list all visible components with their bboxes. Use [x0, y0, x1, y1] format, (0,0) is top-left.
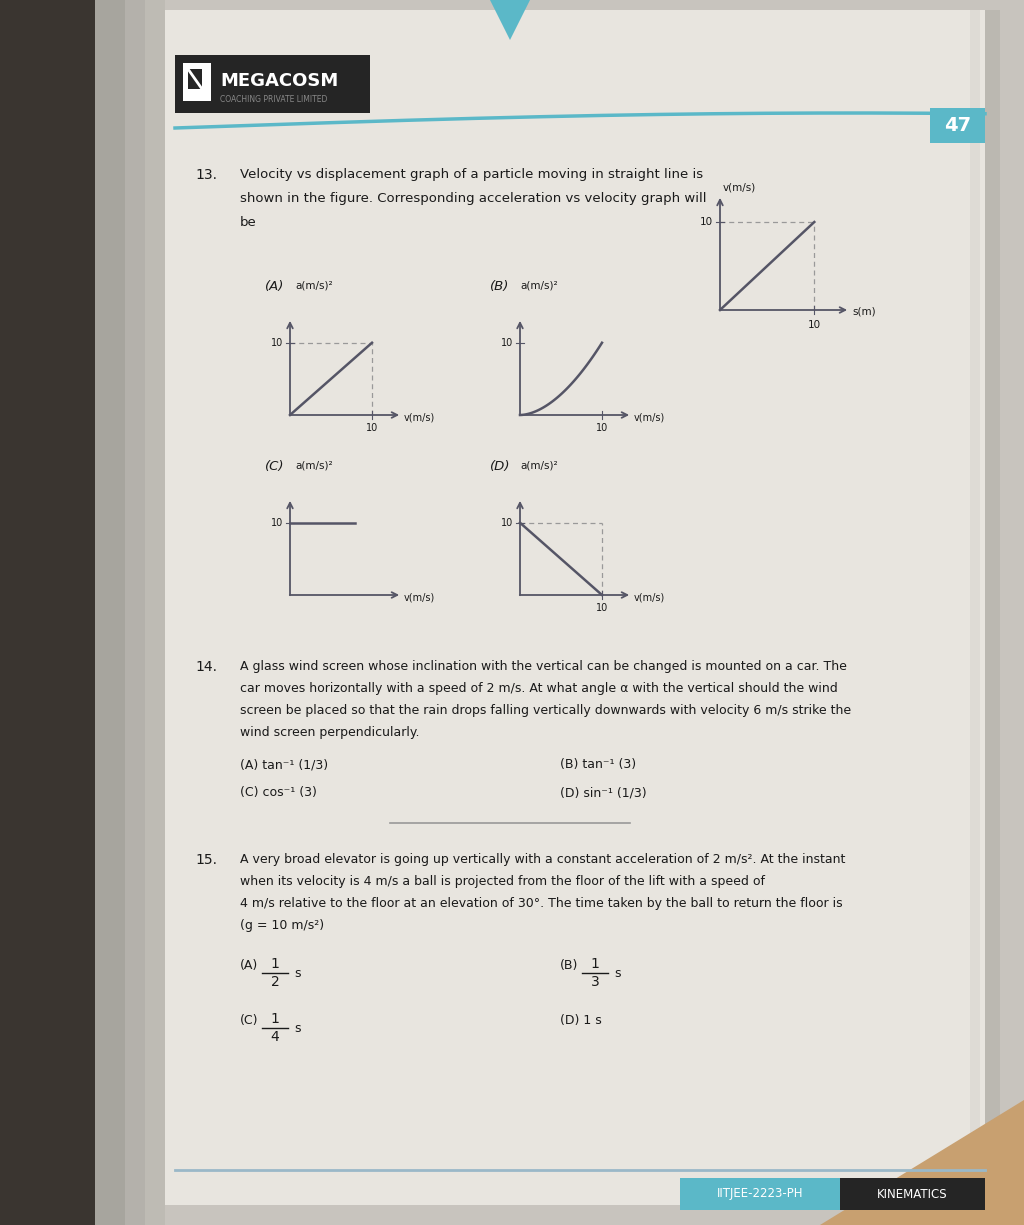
Text: 10: 10	[808, 320, 821, 330]
Text: screen be placed so that the rain drops falling vertically downwards with veloci: screen be placed so that the rain drops …	[240, 704, 851, 717]
FancyBboxPatch shape	[680, 1178, 840, 1210]
Text: s(m): s(m)	[852, 307, 876, 317]
Text: 10: 10	[270, 338, 283, 348]
Text: wind screen perpendicularly.: wind screen perpendicularly.	[240, 726, 420, 739]
Text: a(m/s)²: a(m/s)²	[295, 461, 333, 470]
Text: Velocity vs displacement graph of a particle moving in straight line is: Velocity vs displacement graph of a part…	[240, 168, 703, 181]
Text: A very broad elevator is going up vertically with a constant acceleration of 2 m: A very broad elevator is going up vertic…	[240, 853, 846, 866]
Text: a(m/s)²: a(m/s)²	[520, 281, 558, 290]
Text: v(m/s): v(m/s)	[634, 412, 666, 421]
Text: 4: 4	[270, 1030, 280, 1044]
Text: MEGACOSM: MEGACOSM	[220, 72, 338, 89]
Text: 1: 1	[270, 1012, 280, 1027]
Text: (g = 10 m/s²): (g = 10 m/s²)	[240, 919, 325, 932]
Text: (B) tan⁻¹ (3): (B) tan⁻¹ (3)	[560, 758, 636, 771]
FancyBboxPatch shape	[930, 108, 985, 143]
Text: 10: 10	[699, 217, 713, 227]
FancyBboxPatch shape	[183, 62, 211, 100]
Text: (D) 1 s: (D) 1 s	[560, 1014, 602, 1027]
FancyBboxPatch shape	[95, 0, 125, 1225]
Text: 10: 10	[596, 603, 608, 612]
Text: v(m/s): v(m/s)	[404, 412, 435, 421]
Text: IITJEE-2223-PH: IITJEE-2223-PH	[717, 1187, 803, 1200]
Text: 10: 10	[270, 518, 283, 528]
Text: (A): (A)	[240, 959, 258, 971]
Text: v(m/s): v(m/s)	[404, 592, 435, 601]
FancyBboxPatch shape	[145, 0, 165, 1225]
Text: be: be	[240, 216, 257, 229]
Text: car moves horizontally with a speed of 2 m/s. At what angle α with the vertical : car moves horizontally with a speed of 2…	[240, 682, 838, 695]
Text: 13.: 13.	[195, 168, 217, 183]
Text: v(m/s): v(m/s)	[634, 592, 666, 601]
Text: 2: 2	[270, 975, 280, 989]
Text: 1: 1	[591, 957, 599, 971]
Text: 15.: 15.	[195, 853, 217, 867]
Text: 47: 47	[944, 116, 971, 135]
FancyBboxPatch shape	[970, 10, 980, 1205]
Text: 4 m/s relative to the floor at an elevation of 30°. The time taken by the ball t: 4 m/s relative to the floor at an elevat…	[240, 897, 843, 910]
Text: 10: 10	[366, 423, 378, 432]
Text: 3: 3	[591, 975, 599, 989]
Text: shown in the figure. Corresponding acceleration vs velocity graph will: shown in the figure. Corresponding accel…	[240, 192, 707, 205]
FancyBboxPatch shape	[0, 0, 95, 1225]
FancyBboxPatch shape	[985, 10, 1000, 1205]
FancyBboxPatch shape	[125, 0, 145, 1225]
Text: KINEMATICS: KINEMATICS	[877, 1187, 947, 1200]
Text: (C): (C)	[240, 1014, 258, 1027]
Text: a(m/s)²: a(m/s)²	[295, 281, 333, 290]
Text: when its velocity is 4 m/s a ball is projected from the floor of the lift with a: when its velocity is 4 m/s a ball is pro…	[240, 875, 765, 888]
Text: (D) sin⁻¹ (1/3): (D) sin⁻¹ (1/3)	[560, 786, 646, 799]
FancyBboxPatch shape	[175, 55, 370, 113]
Polygon shape	[820, 1100, 1024, 1225]
Text: A glass wind screen whose inclination with the vertical can be changed is mounte: A glass wind screen whose inclination wi…	[240, 660, 847, 673]
Text: (D): (D)	[490, 461, 511, 473]
Text: 10: 10	[501, 518, 513, 528]
Text: a(m/s)²: a(m/s)²	[520, 461, 558, 470]
Text: (B): (B)	[560, 959, 579, 971]
Text: 1: 1	[270, 957, 280, 971]
Text: s: s	[294, 1022, 300, 1035]
FancyBboxPatch shape	[165, 10, 985, 1205]
Text: 10: 10	[501, 338, 513, 348]
Text: 14.: 14.	[195, 660, 217, 674]
FancyBboxPatch shape	[840, 1178, 985, 1210]
Text: v(m/s): v(m/s)	[723, 183, 757, 192]
Text: (A) tan⁻¹ (1/3): (A) tan⁻¹ (1/3)	[240, 758, 328, 771]
Text: s: s	[614, 967, 621, 980]
Text: (B): (B)	[490, 281, 509, 293]
Text: COACHING PRIVATE LIMITED: COACHING PRIVATE LIMITED	[220, 96, 328, 104]
Text: s: s	[294, 967, 300, 980]
FancyBboxPatch shape	[188, 69, 202, 89]
Text: (C): (C)	[265, 461, 285, 473]
Text: (A): (A)	[265, 281, 285, 293]
Text: (C) cos⁻¹ (3): (C) cos⁻¹ (3)	[240, 786, 316, 799]
Text: 10: 10	[596, 423, 608, 432]
Polygon shape	[490, 0, 530, 40]
